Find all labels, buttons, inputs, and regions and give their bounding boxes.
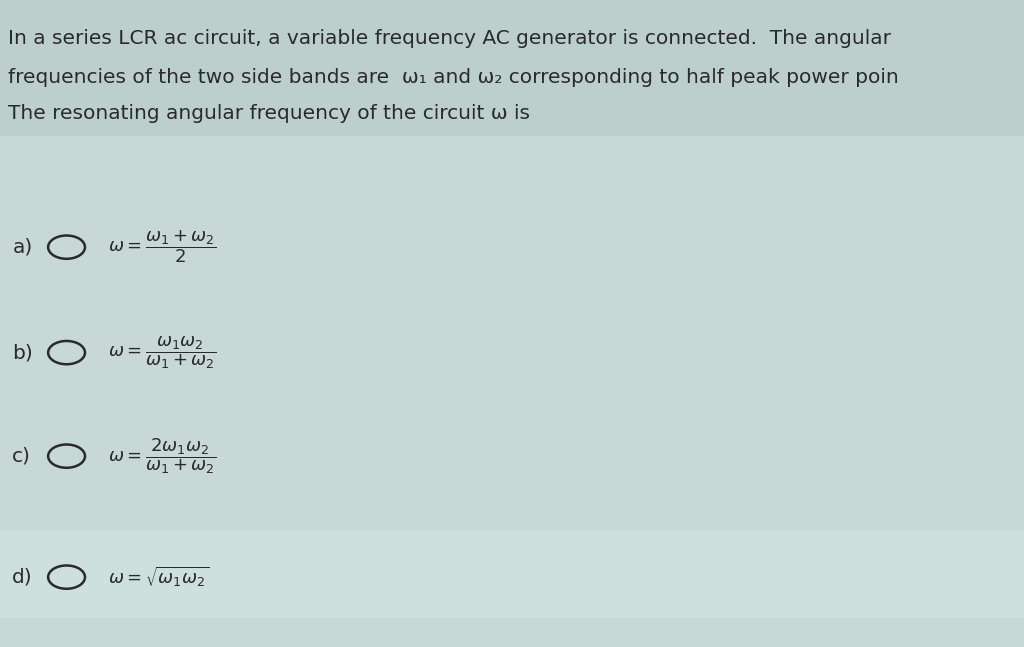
FancyBboxPatch shape <box>0 531 1024 618</box>
Text: $\omega = \sqrt{\omega_1\omega_2}$: $\omega = \sqrt{\omega_1\omega_2}$ <box>108 565 209 589</box>
Text: $\omega = \dfrac{\omega_1+\omega_2}{2}$: $\omega = \dfrac{\omega_1+\omega_2}{2}$ <box>108 229 216 265</box>
Text: The resonating angular frequency of the circuit ω is: The resonating angular frequency of the … <box>8 104 530 122</box>
Text: In a series LCR ac circuit, a variable frequency AC generator is connected.  The: In a series LCR ac circuit, a variable f… <box>8 29 891 48</box>
Text: b): b) <box>12 343 33 362</box>
Text: $\omega = \dfrac{\omega_1\omega_2}{\omega_1+\omega_2}$: $\omega = \dfrac{\omega_1\omega_2}{\omeg… <box>108 334 216 371</box>
Text: frequencies of the two side bands are  ω₁ and ω₂ corresponding to half peak powe: frequencies of the two side bands are ω₁… <box>8 68 899 87</box>
Text: c): c) <box>12 446 31 466</box>
Text: $\omega = \dfrac{2\omega_1\omega_2}{\omega_1+\omega_2}$: $\omega = \dfrac{2\omega_1\omega_2}{\ome… <box>108 436 216 476</box>
Text: d): d) <box>12 567 33 587</box>
FancyBboxPatch shape <box>0 0 1024 136</box>
Text: a): a) <box>12 237 33 257</box>
